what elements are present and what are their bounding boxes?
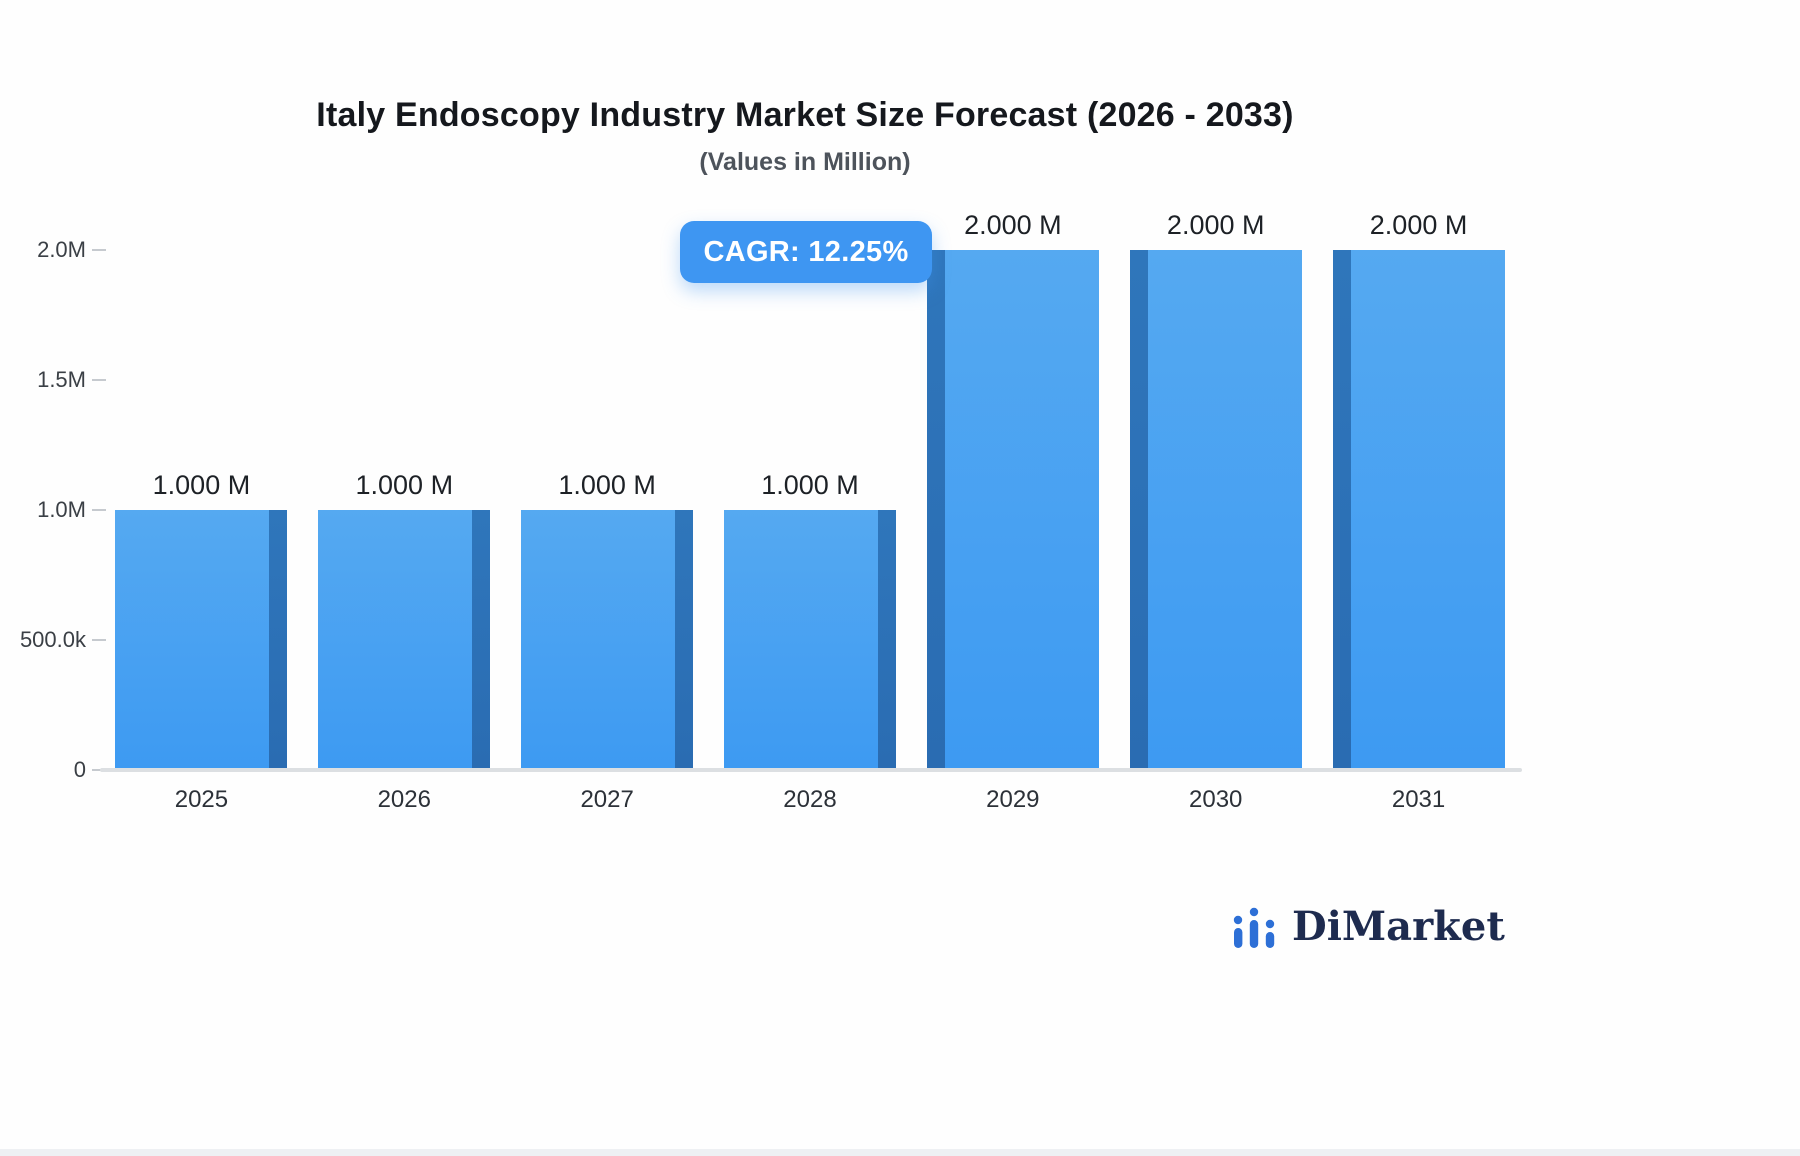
logo: DiMarket (1228, 900, 1505, 952)
cagr-badge: CAGR: 12.25% (680, 221, 932, 283)
bar-3d-edge (675, 510, 694, 770)
y-tick-label: 0 (73, 757, 86, 782)
bar-3d-edge (472, 510, 491, 770)
y-tick-mark (92, 769, 106, 771)
y-tick-label: 500.0k (19, 627, 86, 652)
x-axis-label: 2027 (580, 786, 634, 813)
bar-body (724, 510, 878, 770)
y-tick-label: 2.0M (37, 237, 86, 262)
y-tick-label: 1.5M (37, 367, 86, 392)
bar-2027 (521, 510, 694, 770)
logo-text: DiMarket (1292, 902, 1505, 950)
bar-body (944, 250, 1099, 770)
bar-2030 (1129, 250, 1302, 770)
x-axis-label: 2025 (174, 786, 229, 813)
bar-2031 (1332, 250, 1505, 770)
bar-body (1147, 250, 1302, 770)
bar-value-label: 1.000 M (761, 470, 859, 500)
page-title: Italy Endoscopy Industry Market Size For… (316, 96, 1294, 134)
y-tick-mark (92, 509, 106, 511)
chart-bars-logo-icon (1228, 900, 1280, 952)
footer-strip (0, 1149, 1800, 1156)
x-axis-label: 2031 (1391, 786, 1446, 813)
x-axis-label: 2030 (1189, 786, 1243, 813)
bar-value-label: 1.000 M (152, 470, 251, 500)
y-tick-mark (92, 639, 106, 641)
bar-3d-edge (878, 510, 896, 770)
bar-3d-edge (269, 510, 288, 770)
x-axis-label: 2029 (986, 786, 1040, 813)
bar-2028 (724, 510, 896, 770)
bar-3d-edge (1129, 250, 1148, 770)
bar-body (521, 510, 676, 770)
x-axis-baseline (100, 768, 1522, 772)
bar-value-label: 2.000 M (1369, 210, 1468, 240)
bar-body (318, 510, 473, 770)
bar-body (1350, 250, 1505, 770)
cagr-label: CAGR: 12.25% (703, 235, 909, 268)
bar-3d-edge (926, 250, 945, 770)
bar-2029 (926, 250, 1099, 770)
bar-value-label: 1.000 M (558, 470, 656, 500)
page-subtitle: (Values in Million) (699, 148, 911, 176)
bar-value-label: 2.000 M (964, 210, 1062, 240)
x-axis-label: 2026 (377, 786, 431, 813)
y-tick-mark (92, 249, 106, 251)
bar-body (115, 510, 270, 770)
y-tick-label: 1.0M (37, 497, 86, 522)
x-axis-label: 2028 (783, 786, 837, 813)
bar-3d-edge (1332, 250, 1351, 770)
y-tick-mark (92, 379, 106, 381)
bar-2025 (115, 510, 288, 770)
bar-value-label: 2.000 M (1166, 210, 1265, 240)
bar-2026 (318, 510, 491, 770)
bar-value-label: 1.000 M (355, 470, 454, 500)
